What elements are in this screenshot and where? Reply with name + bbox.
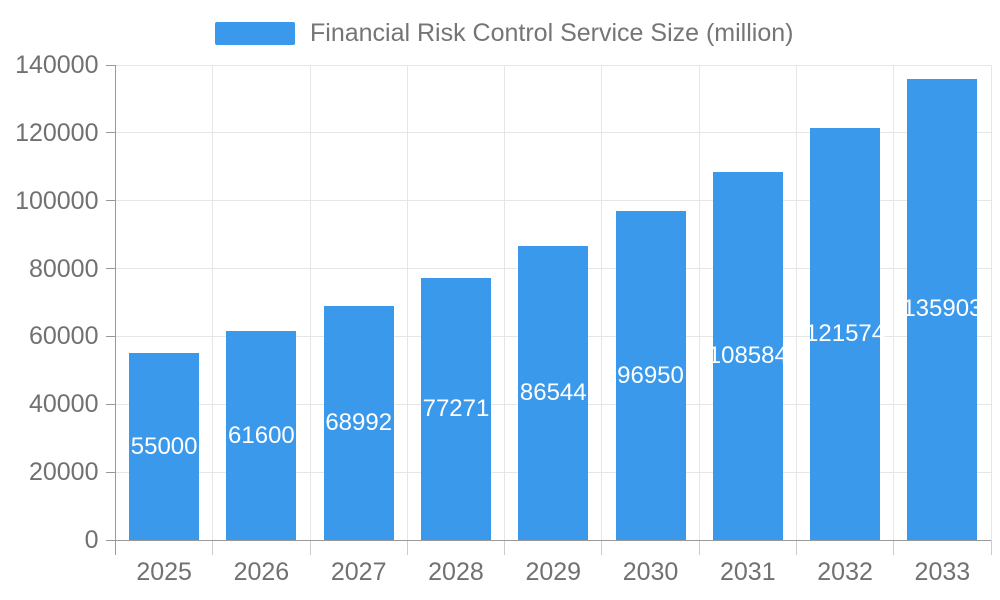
y-axis-tick-label: 0	[84, 526, 99, 554]
y-axis-tick	[105, 471, 116, 473]
y-axis-tick-label: 40000	[28, 390, 99, 419]
gridline-horizontal	[115, 200, 991, 202]
bar-value-label: 121574	[805, 319, 886, 347]
x-axis-tick	[504, 540, 506, 555]
bar-2025[interactable]	[129, 353, 200, 540]
x-axis-tick	[601, 540, 603, 555]
x-axis-tick-label: 2030	[622, 558, 679, 586]
gridline-horizontal	[115, 132, 991, 134]
x-axis-tick-label: 2029	[525, 558, 582, 586]
bar-value-label: 55000	[130, 432, 198, 460]
bar-value-label: 135903	[902, 295, 983, 323]
x-axis-tick-label: 2026	[233, 558, 290, 586]
bar-value-label: 108584	[707, 341, 788, 369]
bar-value-label: 77271	[422, 394, 490, 422]
bar-2030[interactable]	[615, 211, 686, 540]
x-axis-tick	[893, 540, 895, 555]
bar-2031[interactable]	[712, 171, 783, 540]
x-axis-tick	[698, 540, 700, 555]
x-axis-tick	[795, 540, 797, 555]
y-axis-tick-label: 80000	[28, 254, 99, 283]
x-axis-line	[105, 539, 991, 541]
y-axis-tick-label: 60000	[28, 322, 99, 351]
x-axis-tick	[990, 540, 992, 555]
bar-2032[interactable]	[810, 127, 881, 540]
bar-2026[interactable]	[226, 331, 297, 540]
y-axis-tick	[105, 403, 116, 405]
gridline-vertical	[504, 65, 506, 540]
bar-value-label: 86544	[519, 379, 587, 407]
gridline-vertical	[309, 65, 311, 540]
gridline-vertical	[795, 65, 797, 540]
x-axis-tick-label: 2033	[914, 558, 971, 586]
legend-label: Financial Risk Control Service Size (mil…	[310, 19, 794, 47]
bar-value-label: 61600	[228, 421, 295, 449]
gridline-vertical	[698, 65, 700, 540]
gridline-vertical	[893, 65, 895, 540]
x-axis-tick	[309, 540, 311, 555]
x-axis-tick-label: 2028	[428, 558, 484, 586]
gridline-vertical	[406, 65, 408, 540]
x-axis-tick-label: 2027	[330, 558, 387, 586]
y-axis-tick-label: 20000	[28, 458, 99, 487]
gridline-vertical	[601, 65, 603, 540]
bar-value-label: 68992	[325, 408, 393, 436]
x-axis-tick-label: 2031	[719, 558, 776, 586]
bar-value-label: 96950	[617, 361, 684, 389]
y-axis-tick	[105, 132, 116, 134]
gridline-vertical	[990, 65, 992, 540]
y-axis-tick-label: 120000	[15, 118, 99, 147]
bar-2033[interactable]	[907, 78, 978, 540]
y-axis-tick-label: 100000	[15, 186, 99, 215]
gridline-vertical	[212, 65, 214, 540]
x-axis-tick	[406, 540, 408, 555]
bar-2027[interactable]	[323, 305, 394, 540]
x-axis-tick-label: 2025	[136, 558, 192, 586]
y-axis-tick	[105, 200, 116, 202]
y-axis-tick	[105, 335, 116, 337]
x-axis-tick	[212, 540, 214, 555]
y-axis-tick	[105, 64, 116, 66]
bar-2028[interactable]	[420, 277, 491, 540]
x-axis-tick-label: 2032	[817, 558, 873, 586]
y-axis-tick-label: 140000	[15, 51, 99, 79]
legend-swatch	[215, 22, 295, 45]
legend-item[interactable]: Financial Risk Control Service Size (mil…	[215, 19, 794, 47]
y-axis-line	[115, 65, 116, 555]
bar-2029[interactable]	[518, 246, 589, 540]
gridline-horizontal	[115, 64, 991, 66]
y-axis-tick	[105, 268, 116, 270]
